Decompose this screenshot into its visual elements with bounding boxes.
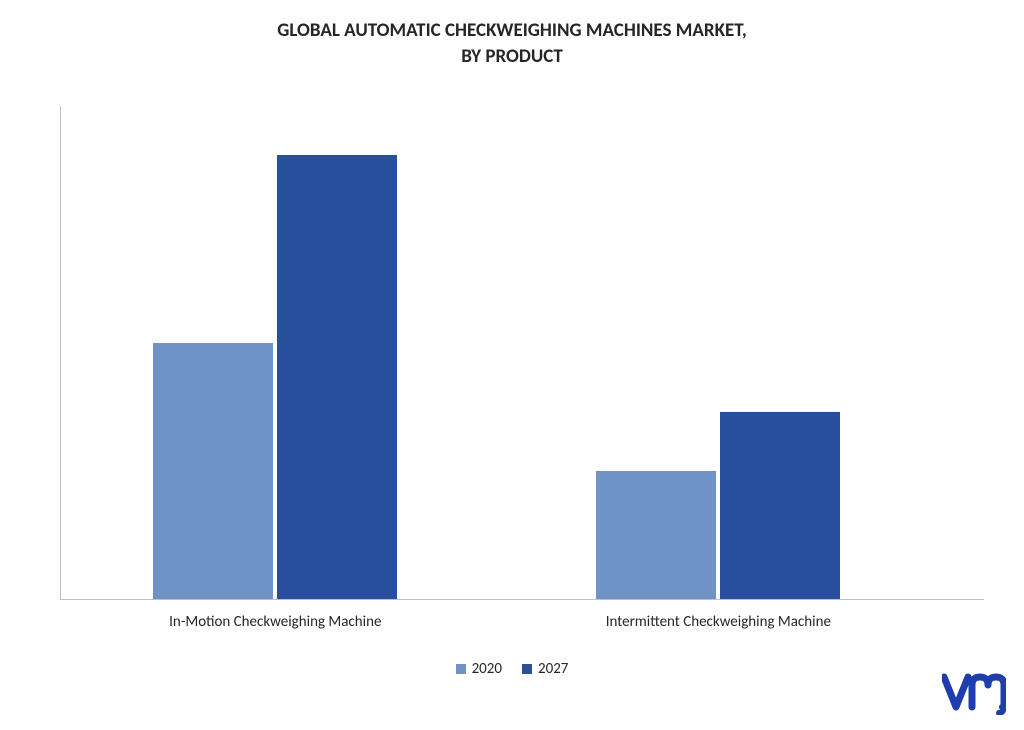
chart-area: In-Motion Checkweighing Machine Intermitt… [60,106,984,600]
bar [153,343,273,599]
legend-label: 2027 [538,660,568,678]
bar-group: Intermittent Checkweighing Machine [596,106,840,599]
bar [720,412,840,599]
chart-title-line1: GLOBAL AUTOMATIC CHECKWEIGHING MACHINES … [277,19,747,42]
bar-group: In-Motion Checkweighing Machine [153,106,397,599]
plot-region: In-Motion Checkweighing Machine Intermitt… [60,106,984,600]
category-label: In-Motion Checkweighing Machine [153,599,397,631]
legend-item: 2027 [522,660,568,678]
bar [596,471,716,599]
legend: 2020 2027 [0,660,1024,679]
legend-label: 2020 [472,660,502,678]
legend-item: 2020 [456,660,502,678]
chart-title-line2: BY PRODUCT [461,45,563,68]
legend-swatch [522,664,532,674]
chart-title: GLOBAL AUTOMATIC CHECKWEIGHING MACHINES … [0,0,1024,69]
brand-logo [942,671,1006,720]
category-label: Intermittent Checkweighing Machine [596,599,840,631]
bar [277,155,397,599]
legend-swatch [456,664,466,674]
